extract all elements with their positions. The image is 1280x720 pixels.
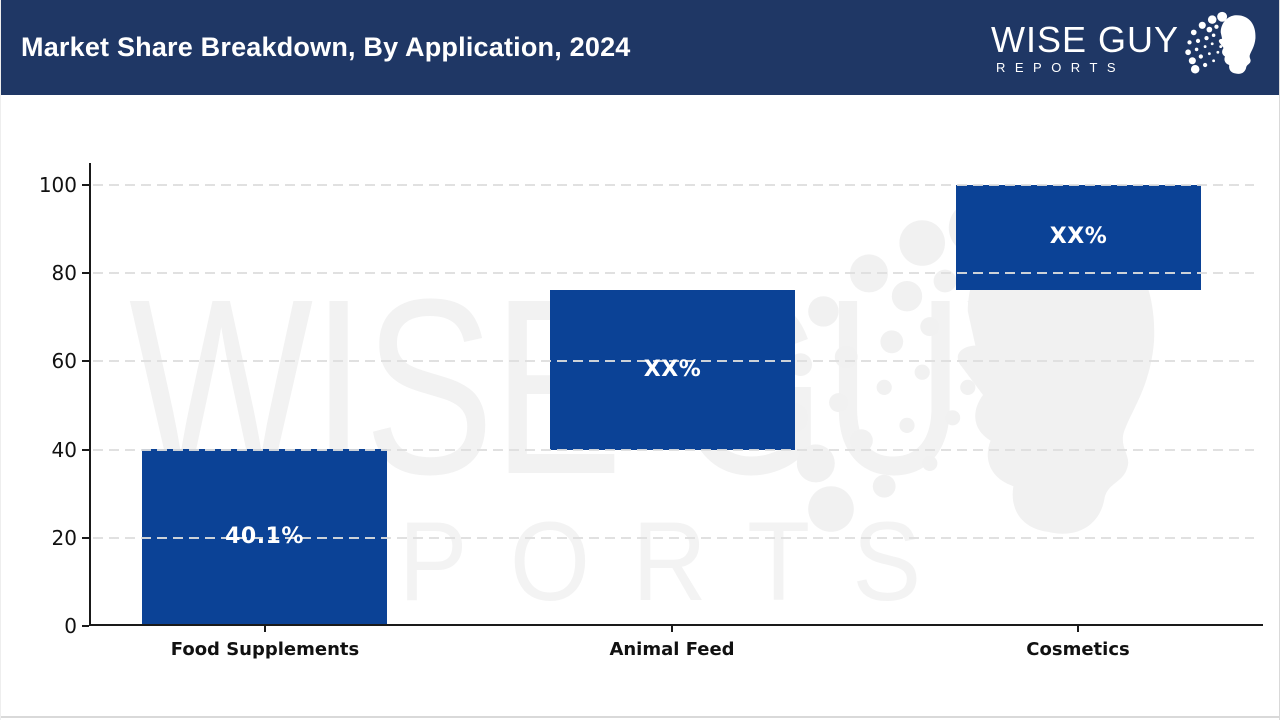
y-tick-mark-20 [82,536,89,539]
header-bar: Market Share Breakdown, By Application, … [1,0,1279,95]
gridline-100 [93,184,1254,186]
x-axis-line [89,624,1263,626]
y-tick-label-0: 0 [64,614,77,638]
bar-value-label: XX% [643,356,702,382]
y-tick-mark-40 [82,448,89,451]
gridline-80 [93,272,1254,275]
logo-subtitle: REPORTS [995,59,1126,75]
wiseguy-logo: WISE GUY REPORTS [991,11,1259,85]
x-category-label: Animal Feed [609,639,735,660]
bar-value-label: 40.1% [225,524,304,550]
gridline-40 [93,448,1254,451]
y-tick-mark-100 [82,184,89,186]
x-tick-mark [264,626,266,632]
x-category-label: Food Supplements [170,639,360,660]
y-tick-mark-60 [82,360,89,363]
y-tick-label-40: 40 [51,437,77,462]
y-tick-label-80: 80 [51,261,77,286]
y-tick-label-100: 100 [38,173,77,197]
y-tick-mark-80 [82,272,89,275]
y-tick-label-60: 60 [51,349,77,374]
y-tick-mark-0 [82,625,89,627]
x-category-label: Cosmetics [1026,639,1130,660]
footer-hairline [1,716,1279,718]
chart-title: Market Share Breakdown, By Application, … [21,32,631,62]
x-tick-mark [671,626,673,632]
logo-text: WISE GUY REPORTS [990,18,1179,75]
gridline-20 [93,536,1254,539]
bar-value-label: XX% [1049,224,1108,249]
wiseguy-face-icon [1185,11,1256,74]
x-tick-mark [1077,626,1079,632]
bar-animal-feed [550,289,795,450]
y-axis-line [89,163,91,626]
y-tick-label-20: 20 [51,525,77,550]
logo-wordmark: WISE GUY [990,18,1179,60]
gridline-60 [93,360,1254,363]
